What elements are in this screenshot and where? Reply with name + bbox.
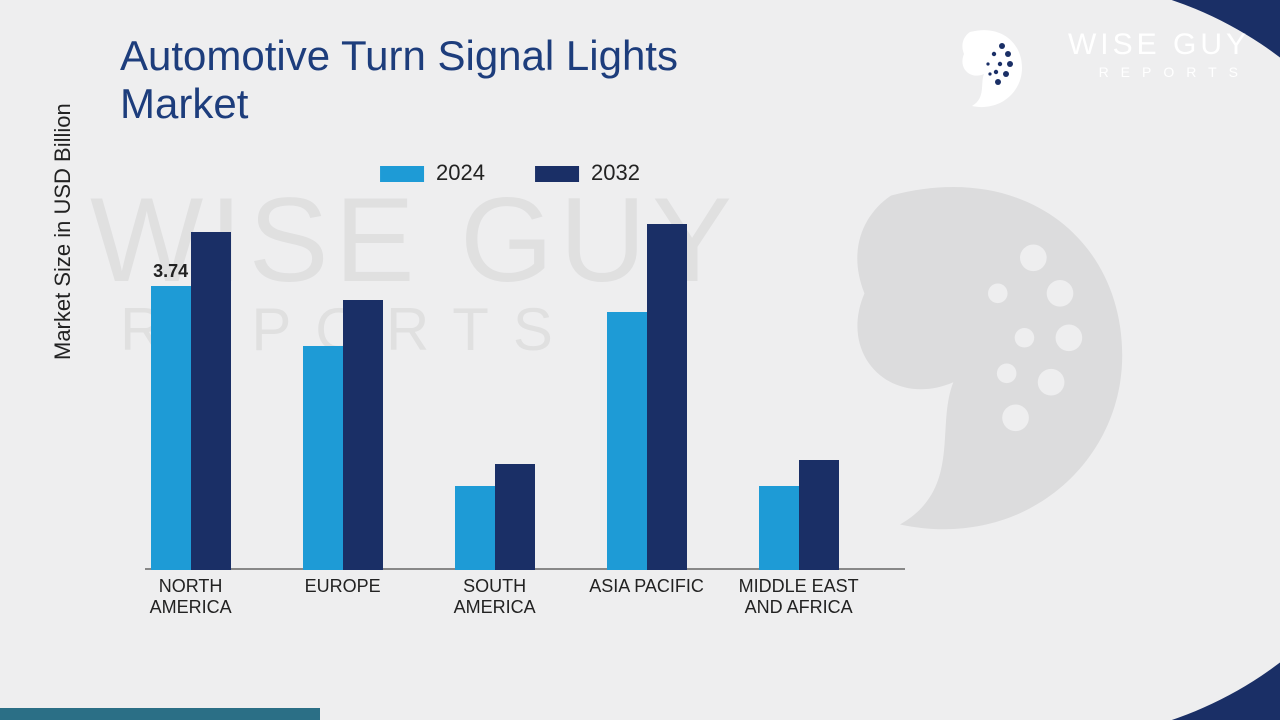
bar-group: ASIA PACIFIC xyxy=(607,224,687,570)
legend-swatch xyxy=(535,166,579,182)
bar-group: MIDDLE EAST AND AFRICA xyxy=(759,460,839,570)
brand-head-icon xyxy=(950,24,1030,119)
bar-chart: 2024 2032 3.74NORTH AMERICA EUROPE SOUTH AM… xyxy=(115,160,905,590)
bar xyxy=(607,312,647,570)
bar-group: 3.74NORTH AMERICA xyxy=(151,232,231,570)
bar xyxy=(455,486,495,570)
legend-label: 2024 xyxy=(436,160,485,185)
bar xyxy=(759,486,799,570)
brand-line2: REPORTS xyxy=(1068,64,1250,80)
bar xyxy=(303,346,343,570)
bar xyxy=(495,464,535,570)
x-axis-label: NORTH AMERICA xyxy=(121,570,261,617)
x-axis-label: SOUTH AMERICA xyxy=(425,570,565,617)
brand-line1: WISE GUY xyxy=(1068,28,1250,62)
bar xyxy=(151,286,191,570)
x-axis-label: MIDDLE EAST AND AFRICA xyxy=(729,570,869,617)
chart-title: Automotive Turn Signal Lights Market xyxy=(120,32,800,129)
bar xyxy=(343,300,383,570)
bar-group: EUROPE xyxy=(303,300,383,570)
legend-item: 2032 xyxy=(535,160,640,186)
bar-group: SOUTH AMERICA xyxy=(455,464,535,570)
x-axis-label: EUROPE xyxy=(273,570,413,597)
bar xyxy=(191,232,231,570)
x-axis-label: ASIA PACIFIC xyxy=(577,570,717,597)
legend-item: 2024 xyxy=(380,160,485,186)
legend: 2024 2032 xyxy=(380,160,640,186)
bottom-accent-bar xyxy=(0,708,320,720)
brand-logo: WISE GUY REPORTS xyxy=(1068,28,1250,80)
y-axis-label: Market Size in USD Billion xyxy=(50,103,76,360)
legend-label: 2032 xyxy=(591,160,640,185)
chart-canvas: WISE GUY REPORTS Automotive Turn Signal … xyxy=(0,0,1280,720)
bar-value-label: 3.74 xyxy=(153,261,188,282)
bar xyxy=(647,224,687,570)
legend-swatch xyxy=(380,166,424,182)
plot-area: 3.74NORTH AMERICA EUROPE SOUTH AMERICA ASIA… xyxy=(145,190,905,570)
bar xyxy=(799,460,839,570)
